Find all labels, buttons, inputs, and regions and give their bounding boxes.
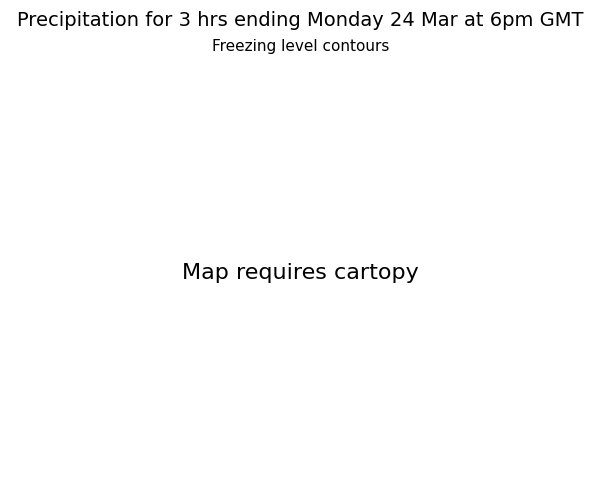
Text: Map requires cartopy: Map requires cartopy bbox=[182, 264, 419, 283]
Text: Precipitation for 3 hrs ending Monday 24 Mar at 6pm GMT: Precipitation for 3 hrs ending Monday 24… bbox=[17, 11, 584, 30]
Text: Freezing level contours: Freezing level contours bbox=[212, 40, 389, 54]
